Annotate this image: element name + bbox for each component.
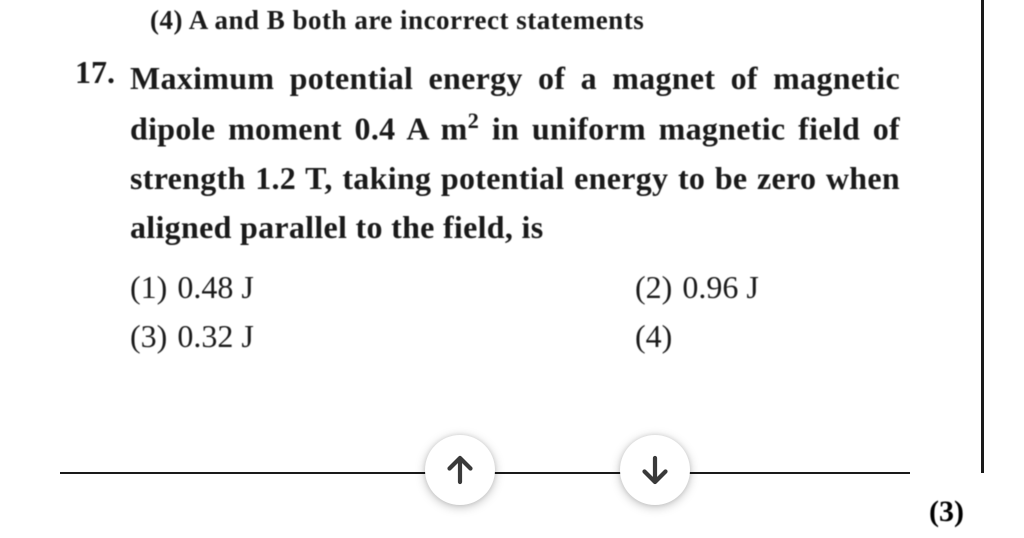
scroll-up-button[interactable] xyxy=(425,435,495,505)
answer-key-marker: (3) xyxy=(929,495,964,529)
option-3-label: 0.32 J xyxy=(177,318,253,355)
question-number: 17. xyxy=(60,54,115,253)
question-page: (4) A and B both are incorrect statement… xyxy=(0,0,1024,361)
option-4-num: (4) xyxy=(635,318,672,355)
down-arrow-icon xyxy=(637,452,673,488)
option-2-label: 0.96 J xyxy=(682,269,758,306)
option-1-num: (1) xyxy=(130,269,167,306)
option-4: (4) xyxy=(515,312,900,361)
option-2: (2) 0.96 J xyxy=(515,263,900,312)
option-2-num: (2) xyxy=(635,269,672,306)
option-3-num: (3) xyxy=(130,318,167,355)
up-arrow-icon xyxy=(442,452,478,488)
previous-option-partial: (4) A and B both are incorrect statement… xyxy=(150,5,964,36)
question-text: Maximum potential energy of a magnet of … xyxy=(130,54,900,253)
scroll-down-button[interactable] xyxy=(620,435,690,505)
option-3: (3) 0.32 J xyxy=(130,312,515,361)
option-1: (1) 0.48 J xyxy=(130,263,515,312)
option-1-label: 0.48 J xyxy=(177,269,253,306)
right-border xyxy=(981,0,984,473)
question-block: 17. Maximum potential energy of a magnet… xyxy=(60,54,964,253)
options-container: (1) 0.48 J (2) 0.96 J (3) 0.32 J (4) xyxy=(130,263,900,361)
